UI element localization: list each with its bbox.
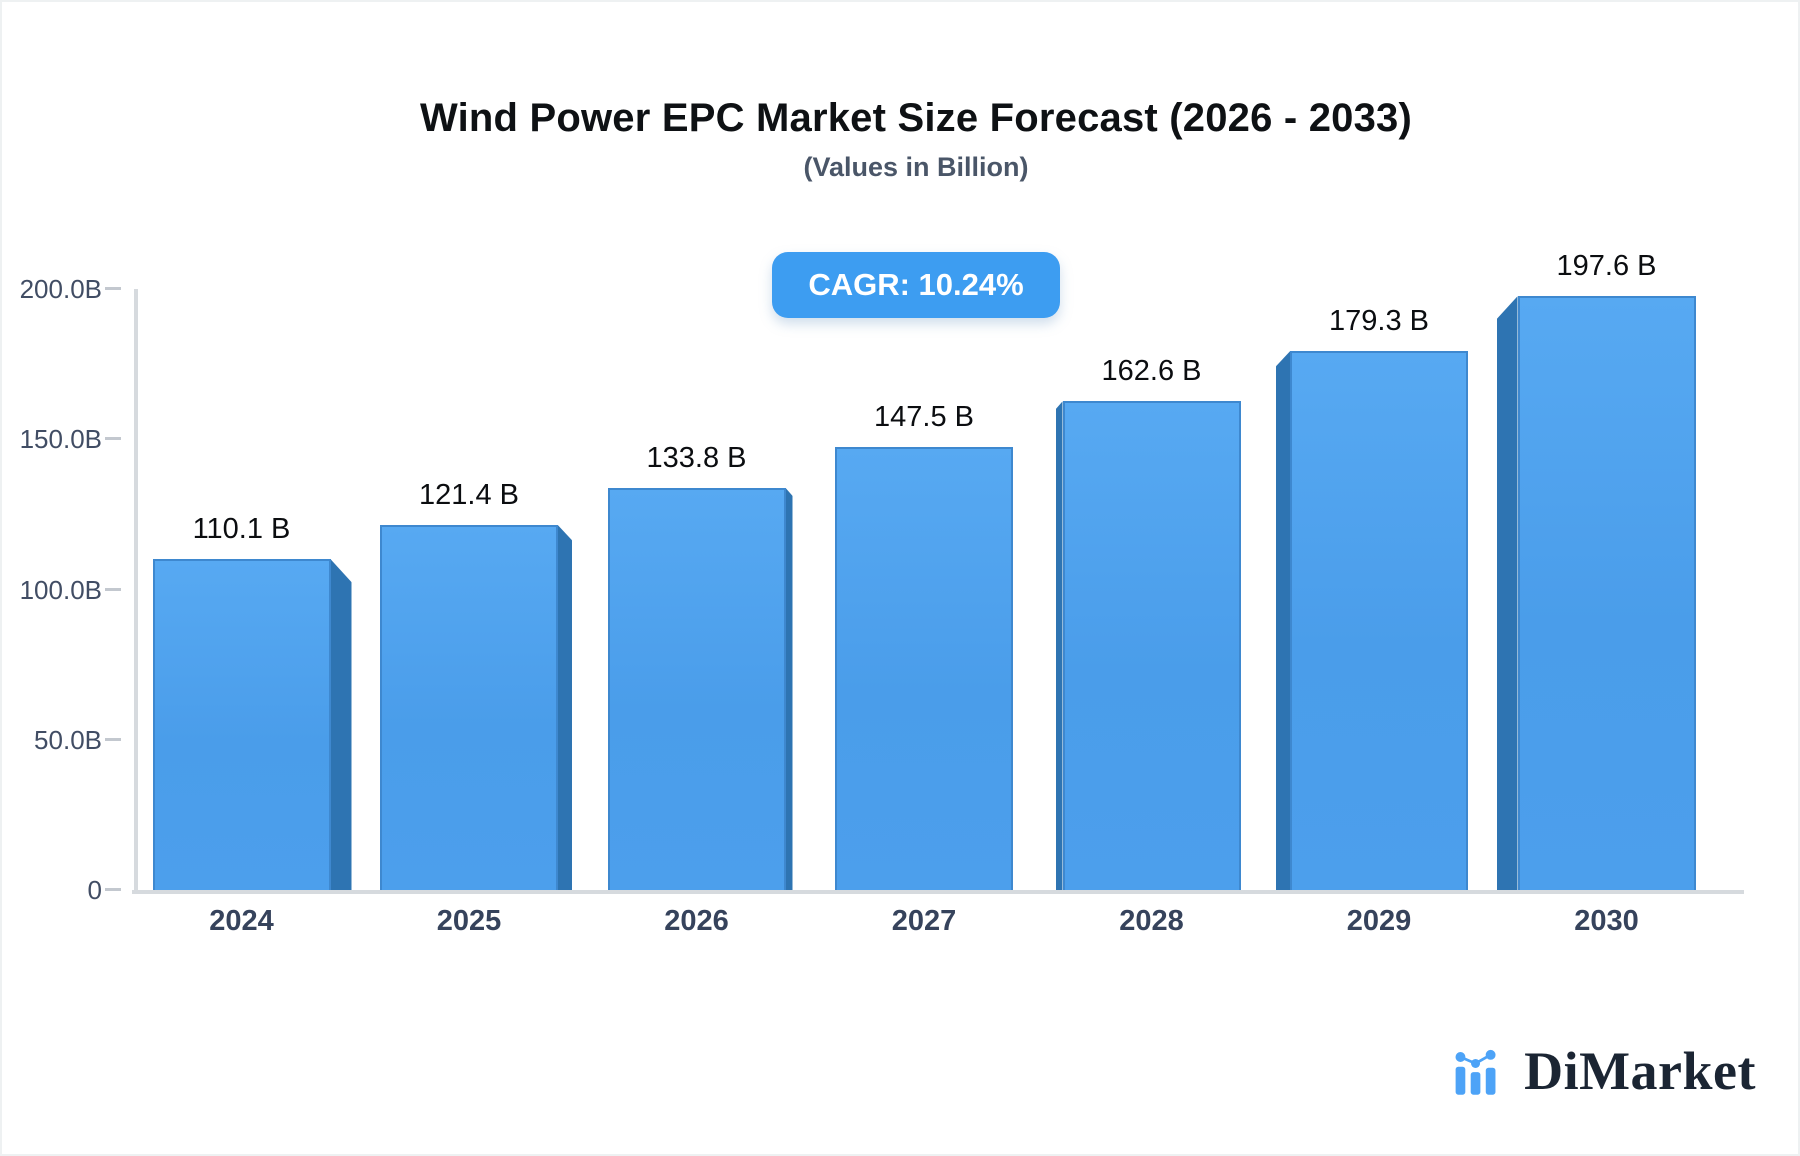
bar-2027 [835, 446, 1013, 890]
x-axis-line [132, 890, 1744, 894]
y-axis-tick [105, 587, 121, 591]
chart-subtitle: (Values in Billion) [803, 152, 1029, 182]
bar-2030 [1517, 296, 1696, 890]
y-axis-label: 100.0B [19, 574, 102, 605]
bar-2025-side [558, 525, 572, 890]
bar-chart-logo-icon [1455, 1049, 1496, 1095]
bar-2024 [152, 559, 331, 890]
brand-name: DiMarket [1524, 1041, 1756, 1101]
y-axis-tick [105, 888, 121, 891]
x-axis-label: 2027 [891, 905, 957, 937]
bar-value-label: 110.1 B [192, 513, 291, 546]
bar-2028-side [1055, 401, 1063, 890]
bar-value-label: 197.6 B [1556, 250, 1657, 283]
bar-value-label: 162.6 B [1101, 355, 1202, 388]
y-axis-tick [105, 737, 121, 741]
x-axis-label: 2025 [436, 905, 502, 937]
bar-2028 [1062, 401, 1241, 890]
x-axis-label: 2030 [1574, 905, 1639, 937]
cagr-badge-row: CAGR: 10.24% [66, 252, 1766, 318]
x-axis-label: 2026 [664, 905, 729, 937]
brand-logo: DiMarket [1454, 1040, 1756, 1102]
chart-title: Wind Power EPC Market Size Forecast (202… [419, 96, 1413, 140]
y-axis-label: 200.0B [19, 274, 102, 304]
bar-value-label: 133.8 B [646, 441, 747, 474]
y-axis-tick [105, 437, 121, 441]
bar-value-label: 121.4 B [419, 479, 519, 512]
bar-2029 [1290, 351, 1468, 890]
bar-value-label: 147.5 B [874, 400, 974, 433]
y-axis-label: 50.0B [34, 724, 102, 755]
bar-2026 [607, 487, 786, 890]
x-axis-label: 2024 [209, 905, 274, 937]
y-axis-label: 0 [87, 875, 102, 905]
y-axis-line [134, 289, 138, 890]
x-axis-label: 2028 [1119, 905, 1184, 937]
y-axis-label: 150.0B [19, 424, 102, 455]
bar-2029-side [1276, 351, 1290, 890]
cagr-badge: CAGR: 10.24% [772, 252, 1060, 318]
y-axis-tick [105, 287, 121, 290]
bar-value-label: 179.3 B [1329, 305, 1429, 338]
bar-2030-side [1496, 296, 1518, 890]
bar-2025 [380, 525, 558, 890]
x-axis-label: 2029 [1346, 905, 1412, 937]
bar-2024-side [330, 559, 352, 890]
bar-2026-side [785, 487, 793, 890]
